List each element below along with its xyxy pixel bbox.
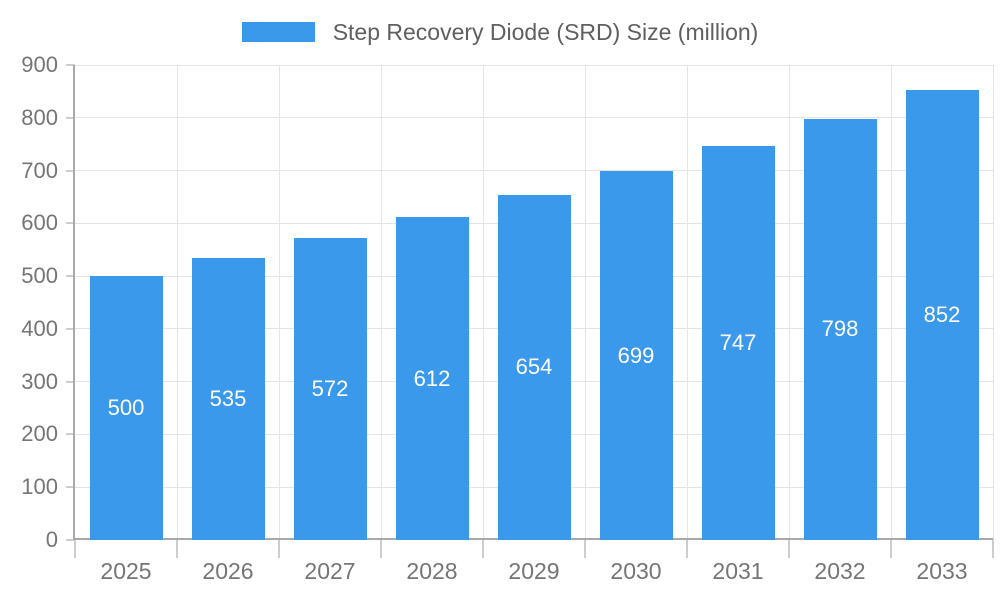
x-axis-tick [584,540,586,558]
y-axis-tick [66,116,75,119]
bar [905,90,979,540]
bar [89,276,163,540]
x-axis-tick [686,540,688,558]
y-axis-tick [66,64,75,66]
bar [701,145,775,540]
x-axis-category-label: 2028 [406,558,458,584]
legend-label: Step Recovery Diode (SRD) Size (million) [332,19,759,45]
bar-value-label: 612 [413,365,451,391]
y-axis-tick [66,169,75,172]
y-axis-line [73,65,75,540]
bar-value-label: 654 [515,354,553,380]
x-axis-tick [278,540,280,558]
bar-value-label: 500 [107,395,145,421]
x-axis-tick [74,540,76,558]
x-gridline [788,65,790,540]
plot-area: 0 100 200 300 400 500 600 700 800 900 500 2025 535 20… [21,52,994,584]
y-axis-tick-label: 700 [21,157,58,183]
x-axis-category-label: 2025 [100,558,152,584]
y-axis-tick-label: 400 [21,315,58,341]
bar-value-label: 535 [209,385,247,411]
x-axis-tick [380,540,382,558]
y-axis-tick [66,433,75,436]
y-gridline [75,170,993,172]
bar [497,194,571,540]
bar-value-label: 747 [719,329,757,355]
bar-value-label: 572 [311,376,349,402]
bar [599,171,673,540]
y-axis-tick-label: 100 [21,474,58,500]
bar [293,238,367,540]
x-gridline [890,65,892,540]
x-gridline [482,65,484,540]
x-gridline [992,65,994,540]
x-axis-category-label: 2031 [712,558,764,584]
y-axis-tick-label: 500 [21,263,58,289]
bar [803,118,877,540]
x-axis-tick [890,540,892,558]
y-axis-tick-label: 200 [21,421,58,447]
bar [395,217,469,540]
x-gridline [278,65,280,540]
y-axis-tick-label: 900 [21,52,58,77]
bar-value-label: 699 [617,342,655,368]
y-axis-tick [66,486,75,489]
x-axis-tick [788,540,790,558]
x-axis-tick [482,540,484,558]
legend-item[interactable]: Step Recovery Diode (SRD) Size (million) [241,19,759,45]
y-axis-tick [66,275,75,278]
x-axis-tick [176,540,178,558]
x-axis-category-label: 2032 [814,558,866,584]
x-axis-category-label: 2026 [202,558,254,584]
x-axis-category-label: 2033 [916,558,968,584]
y-gridline [75,117,993,119]
y-axis-tick-label: 300 [21,368,58,394]
x-axis-tick [992,540,994,558]
x-gridline [584,65,586,540]
y-axis-tick [66,539,75,541]
y-axis-tick [66,222,75,225]
x-gridline [176,65,178,540]
y-axis-tick-label: 0 [45,527,58,552]
x-axis-category-label: 2030 [610,558,662,584]
x-gridline [380,65,382,540]
x-gridline [686,65,688,540]
x-axis-category-label: 2029 [508,558,560,584]
legend-swatch-icon [241,22,315,42]
y-gridline [75,64,993,66]
bar-value-label: 852 [923,302,961,328]
y-axis-tick-label: 600 [21,210,58,236]
bar [191,257,265,540]
bar-value-label: 798 [821,316,859,342]
y-axis-tick-label: 800 [21,104,58,130]
legend: Step Recovery Diode (SRD) Size (million) [0,20,1000,44]
y-axis-tick [66,380,75,383]
y-axis-tick [66,327,75,330]
x-axis-category-label: 2027 [304,558,356,584]
